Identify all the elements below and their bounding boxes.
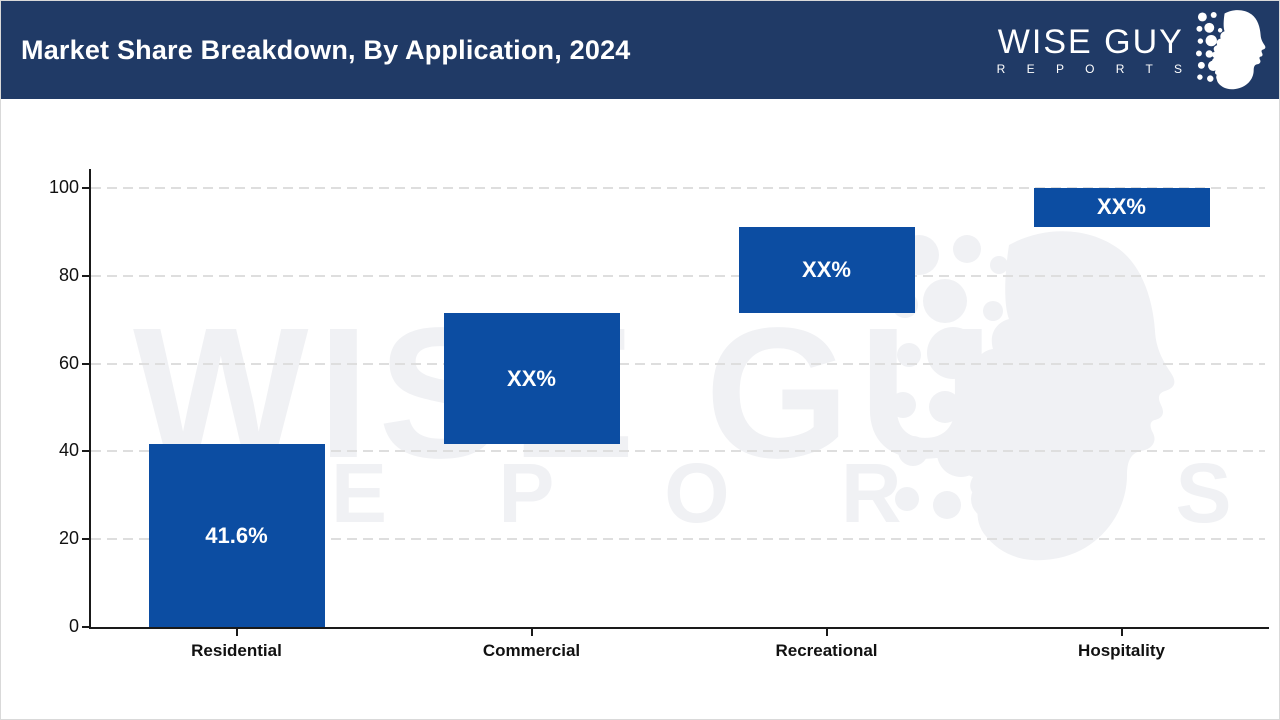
y-tick-20 [82,538,89,541]
chart-title: Market Share Breakdown, By Application, … [21,34,631,65]
x-tick-recreational [825,629,828,636]
y-tick-label-60: 60 [58,352,79,373]
brand-face-icon [1195,10,1266,90]
gridline-60 [91,362,1265,365]
brand-logo-text: WISE GUY R E P O R T S [991,25,1191,75]
gridline-20 [91,538,1265,541]
y-tick-40 [82,450,89,453]
bar-recreational: XX% [738,226,915,313]
y-tick-label-40: 40 [58,440,79,461]
y-tick-label-80: 80 [58,264,79,285]
gridline-100 [91,187,1265,189]
y-tick-100 [82,187,89,189]
bar-commercial: XX% [443,312,620,445]
y-tick-60 [82,362,89,365]
x-category-label-residential: Residential [191,641,282,660]
brand-logo: WISE GUY R E P O R T S [991,8,1267,92]
y-tick-label-20: 20 [58,528,79,549]
x-tick-residential [235,629,238,636]
y-tick-0 [82,626,89,628]
bar-value-label-residential: 41.6% [205,522,268,548]
x-category-label-recreational: Recreational [775,641,878,660]
bar-hospitality: XX% [1033,188,1210,227]
brand-subname: R E P O R T S [996,62,1191,76]
y-tick-label-0: 0 [68,616,79,636]
gridline-80 [91,274,1265,277]
y-tick-80 [82,274,89,277]
x-axis [89,627,1269,629]
brand-name: WISE GUY [997,23,1184,61]
bar-value-label-recreational: XX% [802,256,851,282]
x-tick-commercial [530,629,533,636]
x-tick-hospitality [1120,629,1123,636]
x-category-label-hospitality: Hospitality [1078,641,1165,660]
bar-residential: 41.6% [148,444,325,627]
gridline-40 [91,450,1265,453]
bar-value-label-commercial: XX% [507,365,556,391]
y-tick-label-100: 100 [48,177,79,197]
x-category-label-commercial: Commercial [482,641,581,660]
header-bar: Market Share Breakdown, By Application, … [1,1,1279,99]
bar-value-label-hospitality: XX% [1097,194,1146,220]
y-axis [89,169,91,629]
